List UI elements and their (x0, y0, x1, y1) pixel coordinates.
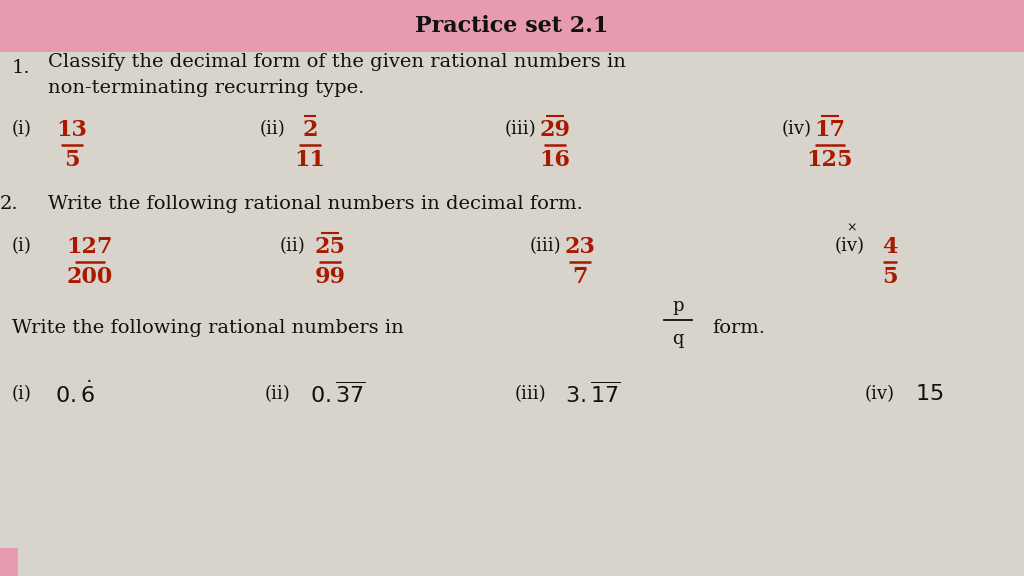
Text: (iii): (iii) (505, 120, 537, 138)
Text: (iv): (iv) (782, 120, 812, 138)
Text: 2.: 2. (0, 195, 18, 213)
Text: 2: 2 (302, 119, 317, 141)
Text: 5: 5 (65, 149, 80, 171)
Text: non-terminating recurring type.: non-terminating recurring type. (48, 79, 365, 97)
Text: form.: form. (712, 319, 765, 337)
Text: $15$: $15$ (915, 384, 943, 404)
Text: (i): (i) (12, 237, 32, 255)
Text: p: p (672, 297, 684, 315)
Text: 125: 125 (807, 149, 853, 171)
Text: ×: × (847, 222, 857, 234)
Text: $0.\overline{37}$: $0.\overline{37}$ (310, 381, 366, 407)
Text: (i): (i) (12, 385, 32, 403)
Text: 127: 127 (67, 236, 114, 258)
Text: 25: 25 (314, 236, 345, 258)
Text: 17: 17 (814, 119, 846, 141)
Text: 7: 7 (572, 266, 588, 288)
FancyBboxPatch shape (0, 548, 18, 576)
Text: q: q (672, 330, 684, 348)
Text: 23: 23 (564, 236, 595, 258)
Text: (iv): (iv) (835, 237, 865, 255)
Text: (ii): (ii) (265, 385, 291, 403)
Text: 16: 16 (540, 149, 570, 171)
Text: 99: 99 (314, 266, 345, 288)
Text: 11: 11 (295, 149, 326, 171)
Text: 4: 4 (883, 236, 898, 258)
Text: Practice set 2.1: Practice set 2.1 (416, 15, 608, 37)
Text: (ii): (ii) (280, 237, 306, 255)
Text: Classify the decimal form of the given rational numbers in: Classify the decimal form of the given r… (48, 53, 626, 71)
Text: 200: 200 (67, 266, 113, 288)
Text: (i): (i) (12, 120, 32, 138)
Text: 5: 5 (883, 266, 898, 288)
Text: (iii): (iii) (530, 237, 561, 255)
Text: 29: 29 (540, 119, 570, 141)
Text: $0.\dot{6}$: $0.\dot{6}$ (55, 381, 95, 407)
Text: $3.\overline{17}$: $3.\overline{17}$ (565, 381, 621, 407)
Text: (ii): (ii) (260, 120, 286, 138)
Text: 13: 13 (56, 119, 87, 141)
Text: (iii): (iii) (515, 385, 547, 403)
FancyBboxPatch shape (0, 0, 1024, 52)
Text: Write the following rational numbers in decimal form.: Write the following rational numbers in … (48, 195, 583, 213)
Text: (iv): (iv) (865, 385, 895, 403)
Text: 1.: 1. (12, 59, 31, 77)
Text: Write the following rational numbers in: Write the following rational numbers in (12, 319, 403, 337)
